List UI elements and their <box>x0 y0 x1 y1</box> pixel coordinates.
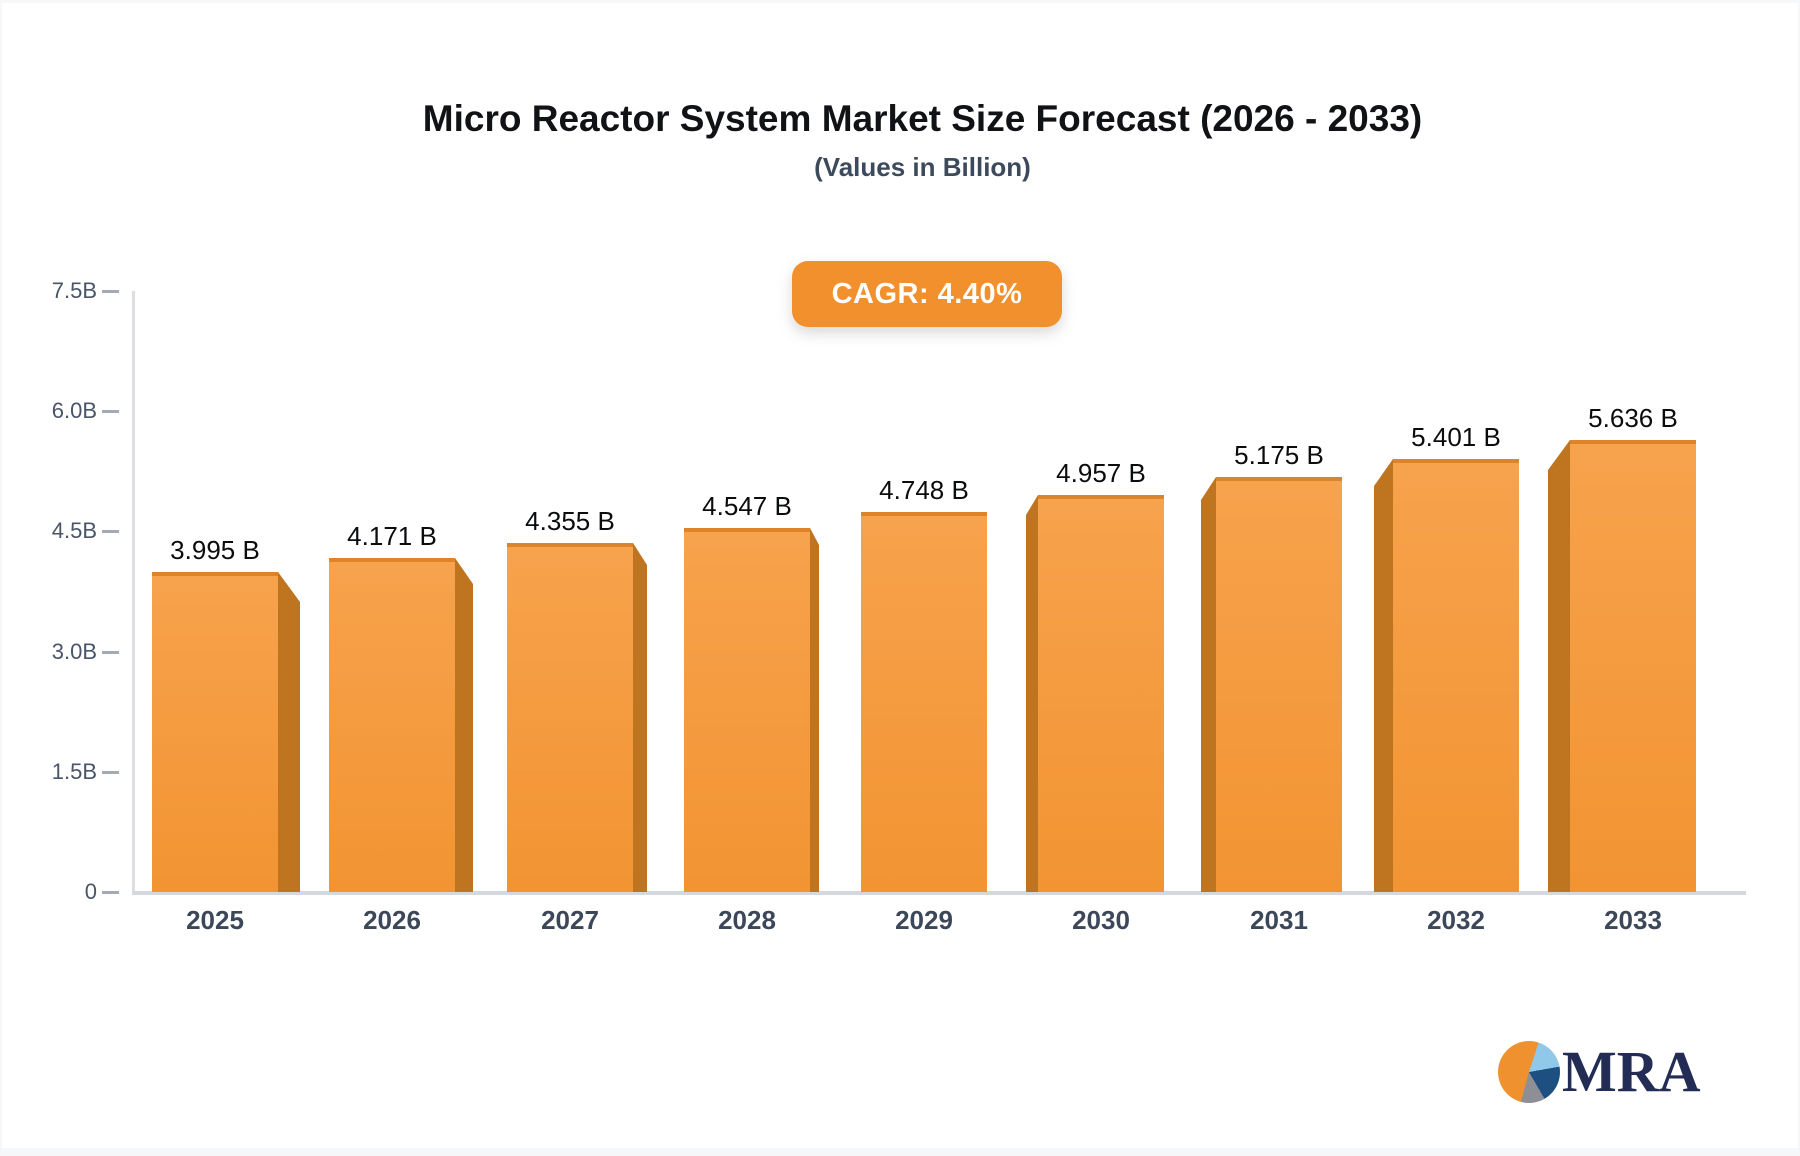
bar-3d-side <box>1201 477 1216 892</box>
bar <box>1570 440 1696 892</box>
x-axis-category-label: 2026 <box>363 905 421 935</box>
bar-value-label: 4.547 B <box>702 491 792 521</box>
bar-3d-side <box>1374 459 1393 892</box>
bar-3d-side <box>1548 440 1570 892</box>
bar-value-label: 5.401 B <box>1411 422 1501 452</box>
bar-3d-side <box>455 558 473 892</box>
bar <box>684 528 810 892</box>
y-axis-tick-mark <box>102 410 119 413</box>
bar <box>1216 477 1342 892</box>
bar-value-label: 5.175 B <box>1234 440 1324 470</box>
x-axis-category-label: 2033 <box>1604 905 1662 935</box>
bar-3d-side <box>633 543 647 892</box>
y-axis-tick-label: 3.0B <box>51 639 97 664</box>
bar-value-label: 4.355 B <box>525 506 615 536</box>
y-axis-tick-label: 1.5B <box>51 759 97 784</box>
bar-value-label: 4.171 B <box>347 521 437 551</box>
bar <box>861 512 987 892</box>
bar-3d-side <box>1026 495 1038 892</box>
y-axis-tick-mark <box>102 290 119 293</box>
mra-logo: MRA <box>1498 1039 1701 1105</box>
bar-3d-side <box>810 528 819 892</box>
x-axis-category-label: 2028 <box>718 905 776 935</box>
bar-value-label: 5.636 B <box>1588 403 1678 433</box>
y-axis-line <box>132 291 135 892</box>
x-axis-category-label: 2025 <box>186 905 244 935</box>
bar <box>1393 459 1519 892</box>
chart-subtitle: (Values in Billion) <box>814 152 1031 182</box>
x-axis-line <box>132 891 1746 895</box>
bar <box>329 558 455 892</box>
x-axis-category-label: 2032 <box>1427 905 1485 935</box>
bar <box>152 572 278 892</box>
cagr-badge: CAGR: 4.40% <box>792 261 1062 327</box>
x-axis-category-label: 2031 <box>1250 905 1308 935</box>
chart-card: Micro Reactor System Market Size Forecas… <box>2 3 1798 1148</box>
x-axis-category-label: 2030 <box>1072 905 1130 935</box>
y-axis-tick-mark <box>102 651 119 654</box>
y-axis-tick-mark <box>102 891 119 894</box>
y-axis-tick-mark <box>102 530 119 533</box>
x-axis-category-label: 2027 <box>541 905 599 935</box>
bar-value-label: 3.995 B <box>170 535 260 565</box>
y-axis-tick-label: 0 <box>84 879 97 904</box>
bar-value-label: 4.957 B <box>1056 458 1146 488</box>
pie-chart-logo-icon <box>1498 1041 1560 1103</box>
y-axis-tick-label: 6.0B <box>51 398 97 423</box>
bar-value-label: 4.748 B <box>879 475 969 505</box>
logo-text: MRA <box>1562 1039 1701 1104</box>
x-axis-category-label: 2029 <box>895 905 953 935</box>
bar-3d-side <box>278 572 300 892</box>
y-axis-tick-label: 7.5B <box>51 278 97 303</box>
cagr-badge-label: CAGR: 4.40% <box>831 277 1023 310</box>
chart-title: Micro Reactor System Market Size Forecas… <box>422 98 1423 139</box>
bar <box>1038 495 1164 892</box>
bar <box>507 543 633 892</box>
y-axis-tick-label: 4.5B <box>51 518 97 543</box>
y-axis-tick-mark <box>102 771 119 774</box>
